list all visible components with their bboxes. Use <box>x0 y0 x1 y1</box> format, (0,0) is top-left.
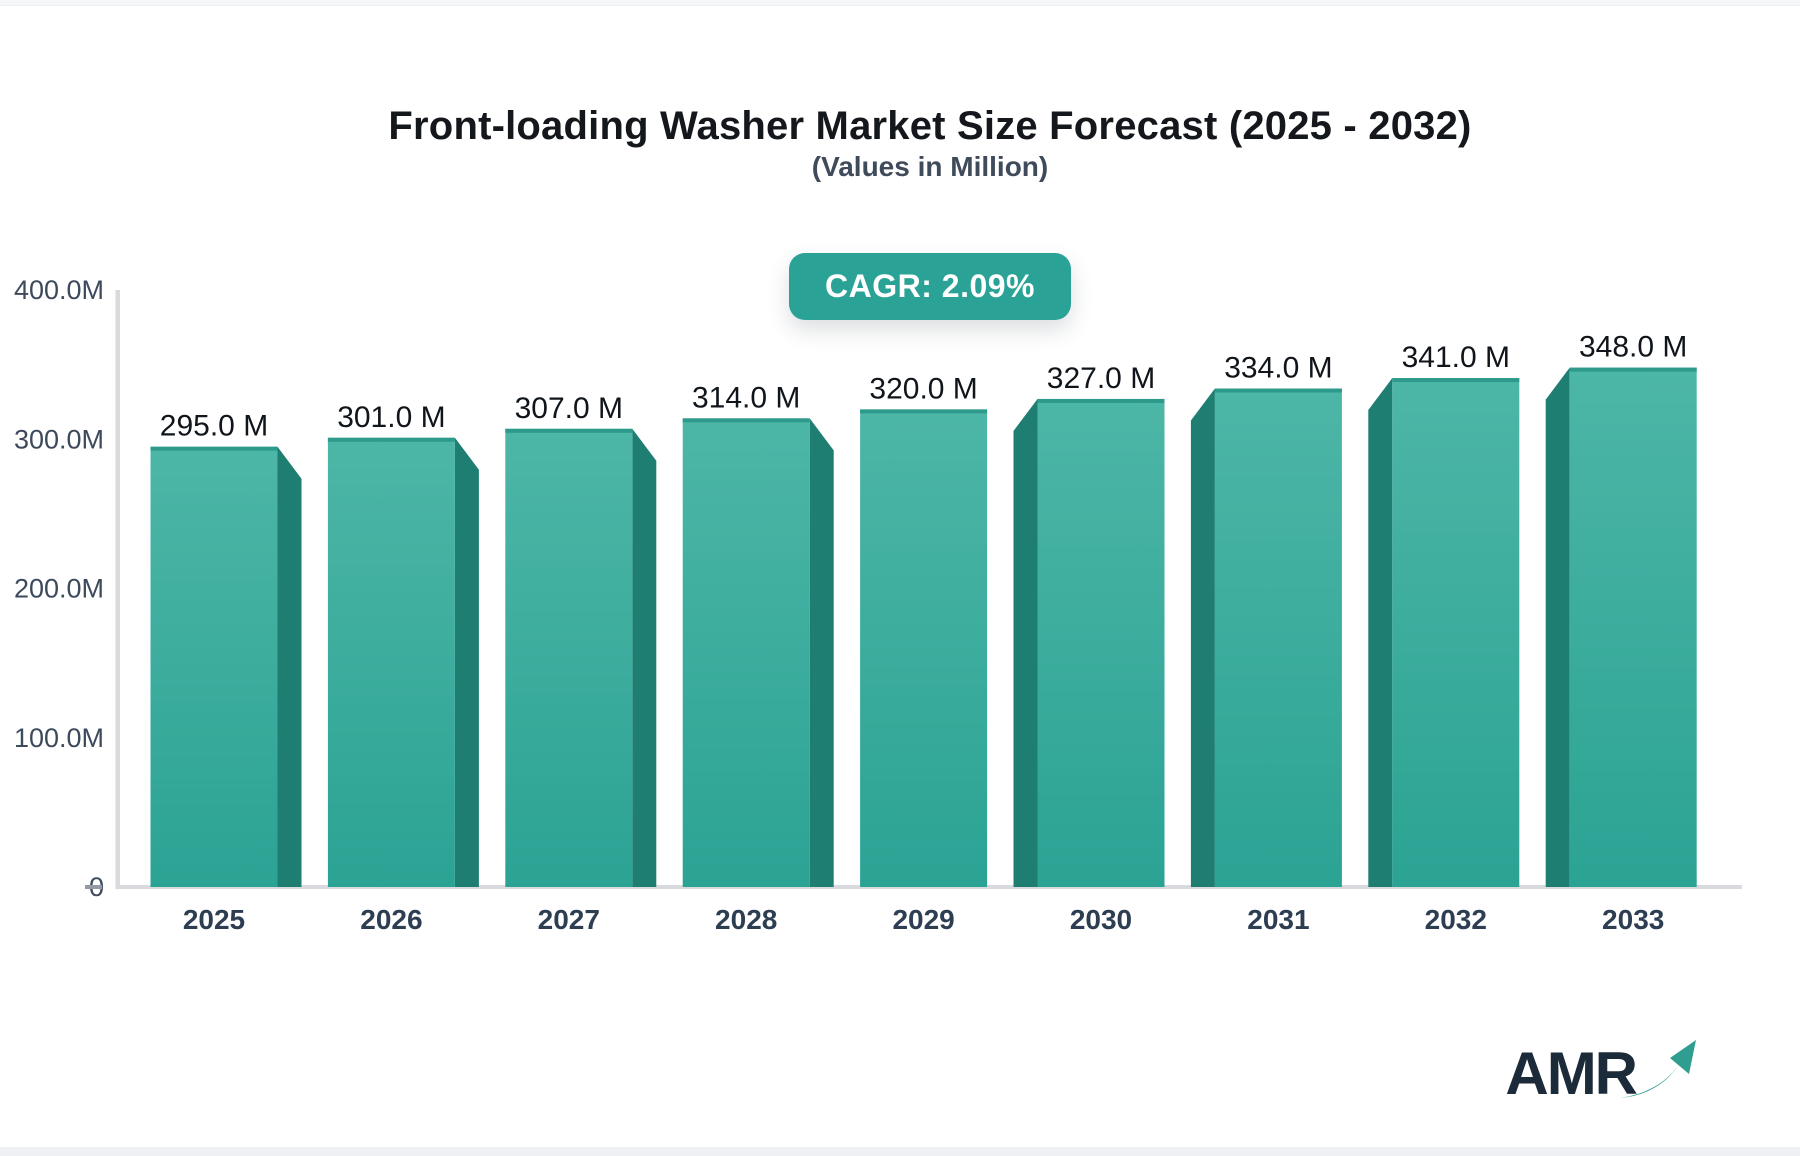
x-axis-label-2031: 2031 <box>1247 904 1309 935</box>
badge-row: CAGR: 2.09% <box>120 253 1740 320</box>
bar-top-edge-2028 <box>682 418 810 423</box>
bar-value-label-2025: 295.0 M <box>160 410 268 443</box>
x-axis-label-2028: 2028 <box>715 904 777 935</box>
y-axis-label-100: 100.0M <box>14 723 104 753</box>
bar-side-2033 <box>1545 367 1570 887</box>
bar-top-edge-2033 <box>1569 367 1697 372</box>
x-axis-label-2030: 2030 <box>1070 904 1132 935</box>
bar-value-label-2030: 327.0 M <box>1047 362 1155 395</box>
bar-value-label-2027: 307.0 M <box>515 392 623 425</box>
bar-face-2028 <box>682 418 810 887</box>
bar-top-edge-2031 <box>1214 388 1342 393</box>
bar-side-2028 <box>809 418 834 887</box>
chart-header: Front-loading Washer Market Size Forecas… <box>120 104 1740 182</box>
bar-face-2030 <box>1037 398 1165 887</box>
bar-side-2031 <box>1190 388 1215 887</box>
x-axis-label-2033: 2033 <box>1602 904 1664 935</box>
bar-top-edge-2025 <box>150 446 278 451</box>
bar-side-2030 <box>1013 398 1038 887</box>
arrow-head <box>1670 1040 1696 1074</box>
bar-face-2027 <box>505 428 633 887</box>
y-axis-label-400: 400.0M <box>14 275 104 305</box>
x-axis-label-2032: 2032 <box>1425 904 1487 935</box>
chart-subtitle: (Values in Million) <box>811 151 1049 182</box>
x-axis-label-2026: 2026 <box>360 904 422 935</box>
x-axis-label-2025: 2025 <box>183 904 245 935</box>
bar-side-2027 <box>632 428 657 887</box>
bar-value-label-2026: 301.0 M <box>337 401 445 434</box>
bar-value-label-2031: 334.0 M <box>1224 352 1332 385</box>
bar-face-2029 <box>860 409 988 887</box>
arrow-tail <box>1620 1066 1678 1098</box>
x-axis-label-2027: 2027 <box>538 904 600 935</box>
bar-value-label-2029: 320.0 M <box>869 372 977 405</box>
bar-top-edge-2027 <box>505 428 633 433</box>
bar-value-label-2032: 341.0 M <box>1402 341 1510 374</box>
bar-top-edge-2032 <box>1392 378 1520 383</box>
top-border <box>0 0 1800 6</box>
bar-face-2031 <box>1214 388 1342 887</box>
bar-side-2026 <box>454 437 479 887</box>
bar-top-edge-2026 <box>327 437 455 442</box>
logo-text: AMR <box>1505 1040 1638 1107</box>
y-axis-line <box>115 290 120 887</box>
bar-side-2032 <box>1368 378 1393 887</box>
cagr-badge: CAGR: 2.09% <box>789 253 1071 320</box>
chart-title: Front-loading Washer Market Size Forecas… <box>388 104 1472 148</box>
x-axis-label-2029: 2029 <box>892 904 954 935</box>
bar-face-2032 <box>1392 378 1520 887</box>
zero-tick-dash <box>85 885 102 889</box>
y-axis-label-200: 200.0M <box>14 574 104 604</box>
bar-value-label-2028: 314.0 M <box>692 381 800 414</box>
bottom-border <box>0 1147 1800 1156</box>
bar-face-2025 <box>150 446 278 887</box>
growth-arrow-icon <box>1620 1040 1696 1098</box>
amr-logo: AMR <box>1505 1036 1698 1107</box>
bar-top-edge-2029 <box>860 409 988 414</box>
bar-top-edge-2030 <box>1037 398 1165 403</box>
bar-value-label-2033: 348.0 M <box>1579 331 1687 364</box>
bar-side-2025 <box>277 446 302 887</box>
bar-face-2026 <box>327 437 455 887</box>
bar-face-2033 <box>1569 367 1697 887</box>
y-axis-label-300: 300.0M <box>14 424 104 454</box>
